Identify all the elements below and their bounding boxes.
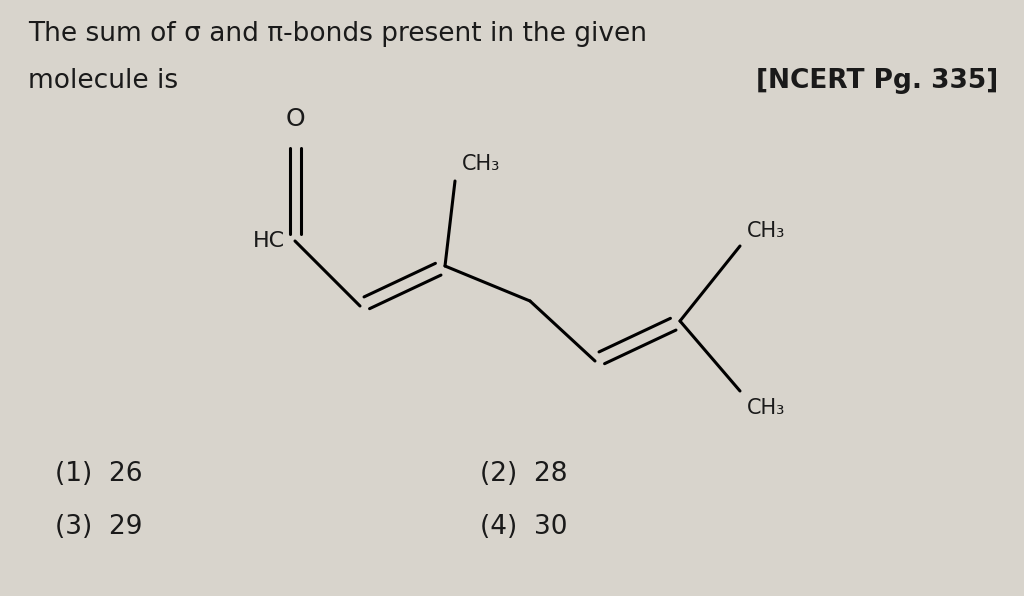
Text: CH₃: CH₃	[462, 154, 501, 174]
Text: CH₃: CH₃	[746, 221, 785, 241]
Text: O: O	[286, 107, 305, 131]
Text: (2)  28: (2) 28	[480, 461, 567, 487]
Text: (1)  26: (1) 26	[55, 461, 142, 487]
Text: (4)  30: (4) 30	[480, 514, 567, 540]
Text: molecule is: molecule is	[28, 68, 178, 94]
Text: [NCERT Pg. 335]: [NCERT Pg. 335]	[756, 68, 998, 94]
Text: (3)  29: (3) 29	[55, 514, 142, 540]
Text: The sum of σ and π-bonds present in the given: The sum of σ and π-bonds present in the …	[28, 21, 647, 47]
Text: CH₃: CH₃	[746, 398, 785, 418]
Text: HC: HC	[253, 231, 285, 251]
